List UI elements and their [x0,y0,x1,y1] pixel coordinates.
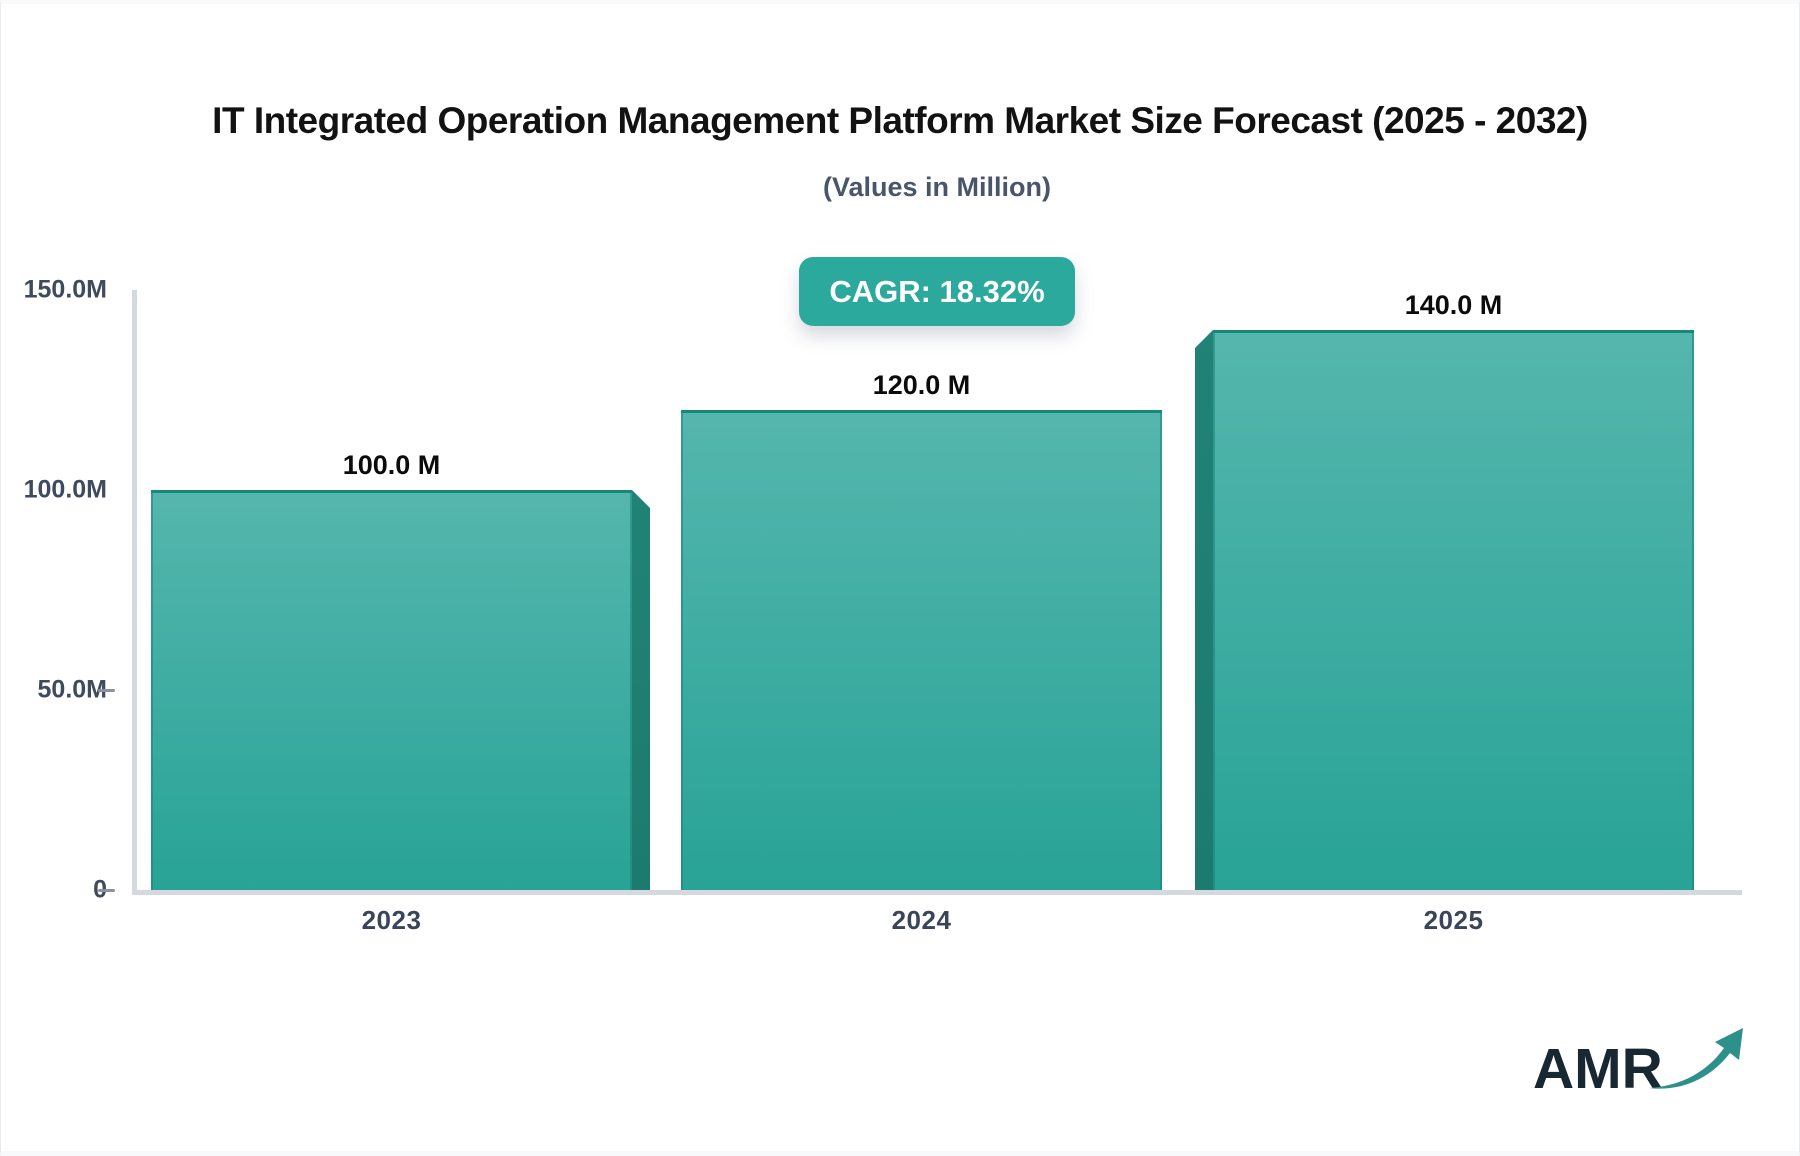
y-tick-label: 150.0M [23,275,107,304]
chart-title: IT Integrated Operation Management Platf… [212,100,1588,141]
bar [1213,330,1694,890]
plot-area: 150.0M 100.0M 50.0M 0 100.0 M 2023 120.0 M 2024… [1,4,1799,1151]
x-axis-line [132,890,1742,895]
bar [681,410,1162,890]
y-tick-label: 50.0M [37,675,107,704]
bar-value-label: 140.0 M [1404,290,1503,320]
y-tick-dash [98,889,115,892]
cagr-badge-wrap: CAGR: 18.32% [132,257,1742,326]
bar-3d-side [632,490,650,890]
y-tick-label: 0 [1,876,107,905]
bar-value-label: 100.0 M [342,450,441,480]
cagr-badge: CAGR: 18.32% [799,257,1075,326]
y-tick-dash [98,689,115,692]
bar-value-label: 120.0 M [872,370,971,400]
bar [151,490,632,890]
growth-arrow-icon [1648,1028,1743,1089]
x-tick-label: 2024 [891,905,952,935]
x-tick-label: 2023 [361,905,422,935]
x-tick-label: 2025 [1423,905,1484,935]
y-axis-line [132,290,137,895]
bar-3d-side [1195,330,1213,890]
chart-subtitle: (Values in Million) [822,172,1052,202]
y-tick-label: 100.0M [23,475,107,504]
brand-logo: AMR [1533,1022,1743,1098]
brand-logo-text: AMR [1533,1037,1663,1101]
